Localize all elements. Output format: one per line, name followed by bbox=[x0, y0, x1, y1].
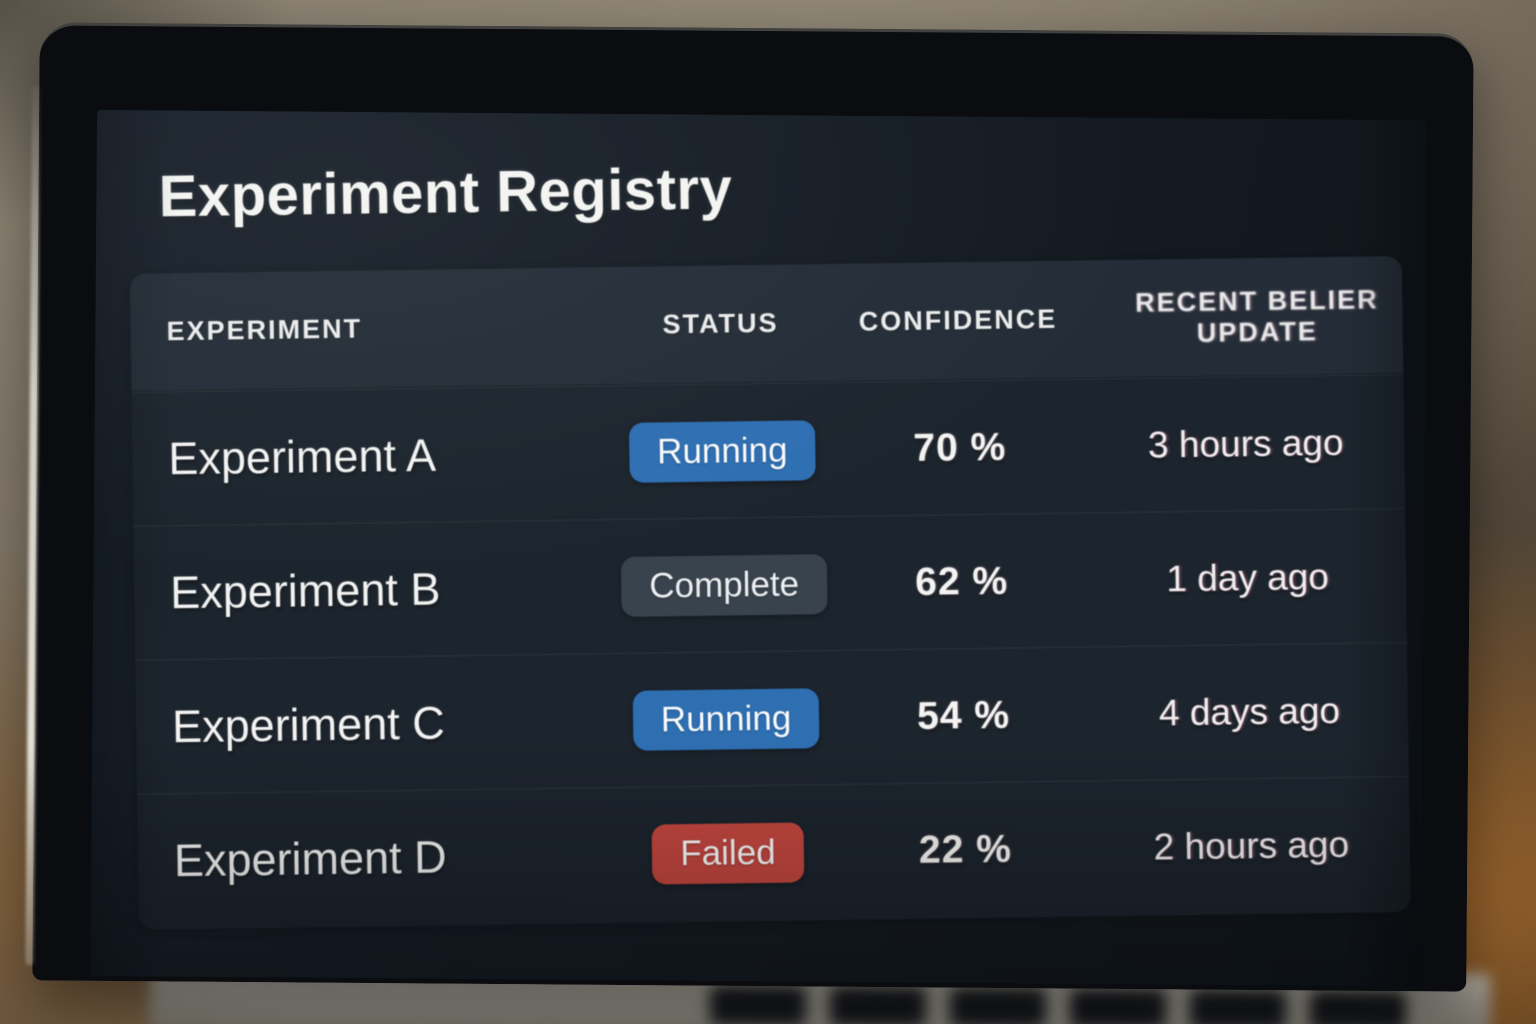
recent-update-time: 3 hours ago bbox=[1147, 421, 1344, 466]
table-header-row: EXPERIMENT STATUS CONFIDENCE RECENT BELI… bbox=[129, 256, 1404, 392]
column-header-experiment: EXPERIMENT bbox=[166, 313, 363, 347]
confidence-value: 70 % bbox=[913, 425, 1007, 470]
table-row-experiment-a[interactable]: Experiment A Running 70 % 3 hours ago bbox=[131, 374, 1406, 526]
laptop: Experiment Registry EXPERIMENT STATUS CO… bbox=[25, 22, 1474, 992]
confidence-value: 62 % bbox=[914, 559, 1009, 604]
column-header-recent-update: RECENT BELIER UPDATE bbox=[1134, 283, 1379, 348]
recent-update-time: 2 hours ago bbox=[1153, 823, 1350, 868]
confidence-value: 54 % bbox=[916, 693, 1011, 738]
status-badge: Running bbox=[632, 687, 820, 751]
confidence-value: 22 % bbox=[918, 827, 1013, 872]
experiment-name: Experiment D bbox=[173, 830, 447, 886]
page-title: Experiment Registry bbox=[158, 156, 733, 230]
recent-update-time: 4 days ago bbox=[1158, 689, 1341, 733]
recent-update-time: 1 day ago bbox=[1166, 555, 1330, 599]
status-badge: Complete bbox=[620, 553, 828, 617]
keyboard-key bbox=[1069, 988, 1167, 1024]
table-row-experiment-b[interactable]: Experiment B Complete 62 % 1 day ago bbox=[133, 508, 1408, 660]
column-header-confidence: CONFIDENCE bbox=[858, 303, 1058, 337]
keyboard-key bbox=[1309, 990, 1407, 1024]
experiment-name: Experiment A bbox=[168, 429, 437, 484]
keyboard-key bbox=[829, 986, 927, 1024]
experiment-name: Experiment C bbox=[171, 696, 446, 752]
column-header-status: STATUS bbox=[662, 307, 779, 340]
keyboard-key bbox=[709, 985, 807, 1024]
keyboard-key bbox=[1189, 989, 1287, 1024]
laptop-edge-highlight bbox=[25, 85, 41, 966]
status-badge: Failed bbox=[651, 821, 805, 885]
laptop-display: Experiment Registry EXPERIMENT STATUS CO… bbox=[90, 109, 1428, 987]
experiment-name: Experiment B bbox=[169, 562, 441, 618]
table-row-experiment-d[interactable]: Experiment D Failed 22 % 2 hours ago bbox=[137, 775, 1411, 928]
experiment-registry-table: EXPERIMENT STATUS CONFIDENCE RECENT BELI… bbox=[129, 256, 1411, 930]
keyboard-key bbox=[949, 987, 1047, 1024]
status-badge: Running bbox=[628, 419, 816, 483]
table-row-experiment-c[interactable]: Experiment C Running 54 % 4 days ago bbox=[135, 642, 1409, 794]
screen-content: Experiment Registry EXPERIMENT STATUS CO… bbox=[90, 110, 1427, 986]
